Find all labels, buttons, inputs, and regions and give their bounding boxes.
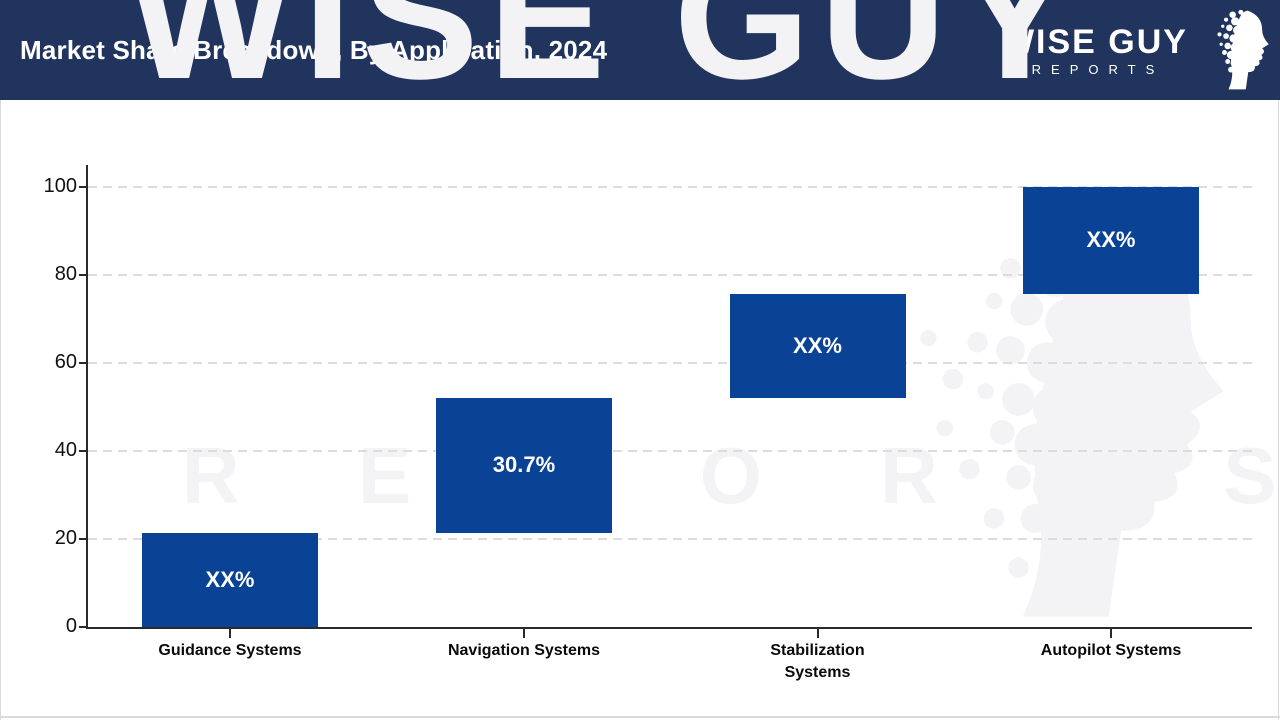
x-category-label: Guidance Systems xyxy=(120,640,340,662)
bar: XX% xyxy=(729,293,906,398)
y-tick-label: 0 xyxy=(65,615,77,637)
x-category-label-line: Stabilization xyxy=(770,642,865,659)
x-axis-line xyxy=(86,627,1252,629)
bar-value-label: XX% xyxy=(793,332,842,358)
watermark-text-line1: WISE GUY xyxy=(128,0,1084,116)
watermark-face-icon xyxy=(920,219,1224,617)
y-tick-mark xyxy=(79,274,88,276)
bar: 30.7% xyxy=(436,397,612,533)
bar: XX% xyxy=(1023,187,1199,294)
y-tick-label: 40 xyxy=(54,439,77,461)
bar-value-label: XX% xyxy=(205,566,255,592)
left-border-line xyxy=(0,100,1,720)
logo-text: WISE GUY REPORTS xyxy=(1002,25,1188,76)
logo: WISE GUY REPORTS xyxy=(1002,6,1272,94)
header: Market Share Breakdown, By Application, … xyxy=(0,0,1280,100)
y-axis-line xyxy=(86,165,88,629)
x-category-label: Navigation Systems xyxy=(414,640,634,662)
y-tick-label: 100 xyxy=(43,175,77,197)
x-category-label-line: Guidance Systems xyxy=(158,642,302,659)
bottom-border-line xyxy=(0,716,1280,718)
y-tick-mark xyxy=(79,186,88,188)
right-border-line xyxy=(1278,100,1279,720)
y-tick-label: 20 xyxy=(54,527,77,549)
y-tick-mark xyxy=(79,450,88,452)
x-tick-mark xyxy=(1110,629,1112,638)
y-tick-mark xyxy=(79,626,88,628)
x-category-label-line: Navigation Systems xyxy=(447,642,601,659)
x-category-label: Autopilot Systems xyxy=(1001,640,1221,662)
y-tick-mark xyxy=(79,362,88,364)
x-category-label-line: Autopilot Systems xyxy=(1040,642,1182,659)
gridline xyxy=(88,538,1252,540)
y-tick-mark xyxy=(79,538,88,540)
logo-face-icon xyxy=(1217,9,1269,90)
y-tick-label: 60 xyxy=(54,351,77,373)
x-category-label-line: Systems xyxy=(784,663,851,681)
x-tick-mark xyxy=(523,629,525,638)
logo-reports-text: REPORTS xyxy=(1031,61,1165,77)
x-tick-mark xyxy=(229,629,231,638)
gridline xyxy=(88,274,1252,276)
gridline xyxy=(88,362,1252,364)
chart-title: Market Share Breakdown, By Application, … xyxy=(20,34,608,65)
bar-value-label: XX% xyxy=(1086,227,1136,253)
gridline xyxy=(88,186,1252,188)
x-tick-mark xyxy=(816,629,819,638)
logo-wiseguy-text: WISE GUY xyxy=(1001,22,1188,61)
gridline xyxy=(88,450,1252,452)
bar-value-label: 30.7% xyxy=(492,452,556,478)
x-category-label: Stabilization Systems xyxy=(708,640,928,683)
y-tick-label: 80 xyxy=(54,263,77,285)
bar: XX% xyxy=(142,532,318,627)
